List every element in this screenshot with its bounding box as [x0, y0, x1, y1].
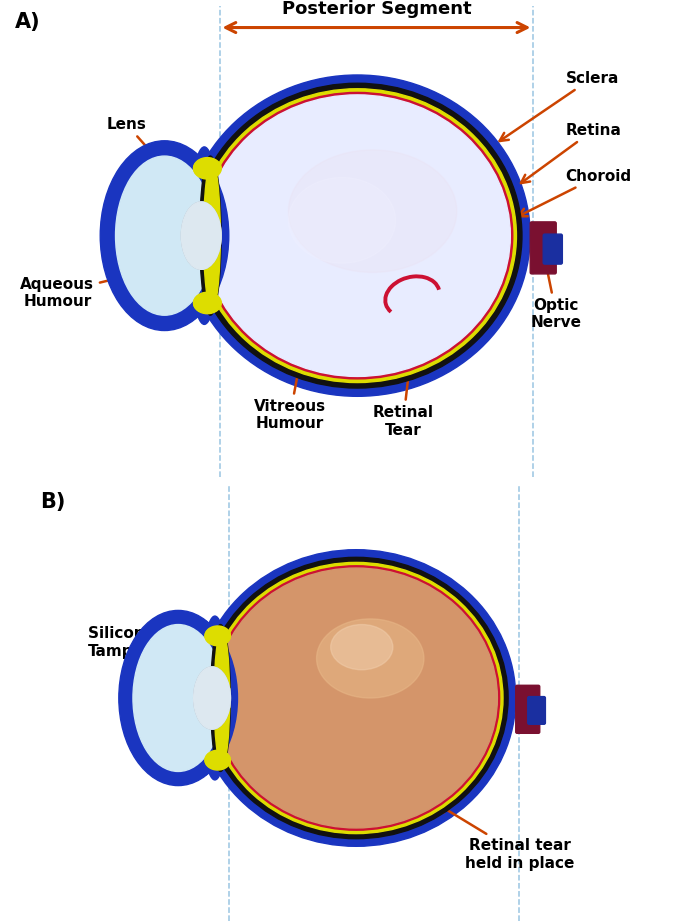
Ellipse shape [330, 625, 393, 670]
Ellipse shape [196, 550, 516, 846]
Text: Retinal
Tear: Retinal Tear [373, 293, 434, 438]
Ellipse shape [194, 667, 231, 729]
Ellipse shape [198, 89, 516, 383]
Text: Lens: Lens [106, 116, 194, 201]
Ellipse shape [194, 292, 221, 313]
Ellipse shape [317, 619, 424, 698]
Text: Retinal tear
held in place: Retinal tear held in place [438, 805, 575, 870]
Ellipse shape [194, 158, 221, 178]
FancyBboxPatch shape [530, 222, 556, 274]
Ellipse shape [185, 75, 530, 396]
Ellipse shape [194, 293, 221, 313]
Ellipse shape [194, 667, 231, 729]
Ellipse shape [174, 152, 211, 320]
Ellipse shape [289, 150, 457, 273]
Ellipse shape [214, 630, 230, 766]
Ellipse shape [204, 163, 220, 310]
Text: Aqueous
Humour: Aqueous Humour [21, 265, 162, 309]
Ellipse shape [205, 626, 231, 645]
Text: Sclera: Sclera [499, 70, 619, 141]
Ellipse shape [205, 626, 231, 646]
Ellipse shape [205, 750, 231, 770]
Ellipse shape [205, 95, 510, 376]
Ellipse shape [205, 751, 231, 770]
Ellipse shape [211, 625, 231, 772]
Ellipse shape [209, 563, 503, 833]
Ellipse shape [200, 156, 221, 315]
Text: A): A) [14, 12, 40, 32]
Text: Vitreous
Humour: Vitreous Humour [254, 225, 328, 432]
Ellipse shape [215, 568, 497, 828]
Ellipse shape [204, 557, 508, 839]
Ellipse shape [193, 83, 522, 388]
Ellipse shape [189, 147, 220, 324]
Ellipse shape [200, 616, 229, 780]
Ellipse shape [101, 140, 228, 331]
Text: Posterior Segment: Posterior Segment [282, 0, 471, 18]
Ellipse shape [119, 611, 237, 785]
Ellipse shape [181, 202, 221, 269]
FancyBboxPatch shape [528, 697, 545, 724]
Text: Optic
Nerve: Optic Nerve [531, 241, 581, 331]
Ellipse shape [133, 625, 224, 772]
Ellipse shape [181, 202, 221, 269]
Ellipse shape [194, 158, 221, 179]
Text: Silicone Oil
Tamponade: Silicone Oil Tamponade [88, 626, 322, 685]
Text: Choroid: Choroid [518, 168, 631, 216]
Text: Retina: Retina [521, 123, 621, 183]
Ellipse shape [187, 620, 220, 775]
Text: B): B) [40, 492, 65, 512]
FancyBboxPatch shape [543, 234, 562, 264]
Ellipse shape [116, 156, 213, 315]
FancyBboxPatch shape [516, 686, 540, 734]
Ellipse shape [289, 177, 395, 263]
Ellipse shape [213, 565, 499, 830]
Ellipse shape [202, 92, 513, 379]
